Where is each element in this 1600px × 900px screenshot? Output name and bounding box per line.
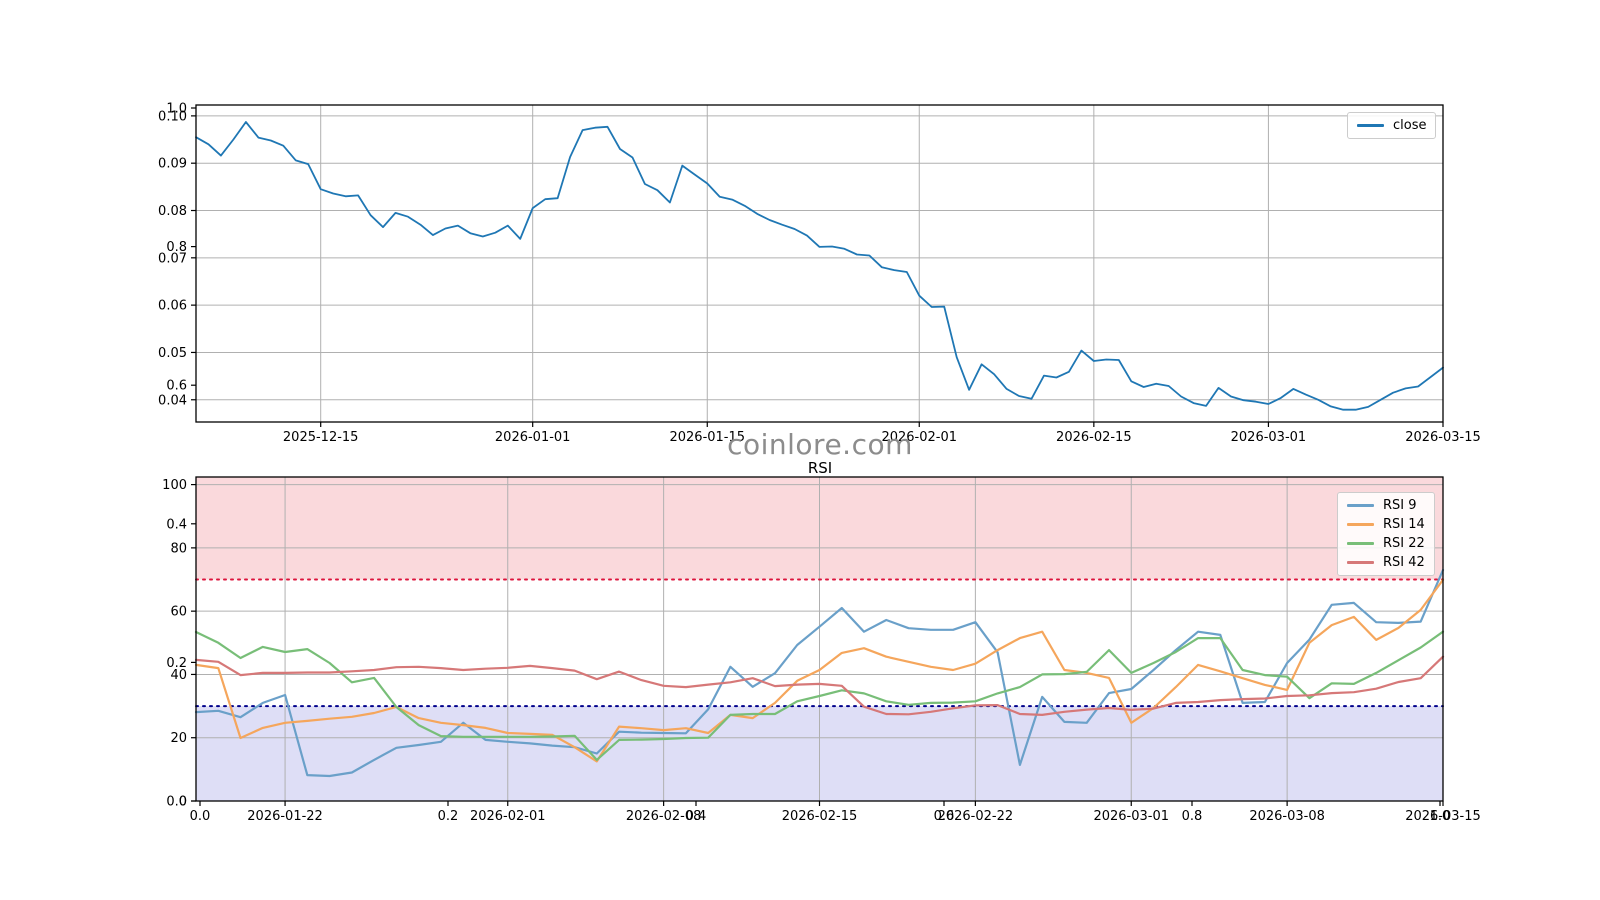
rsi9-line-swatch-icon [1347,504,1374,507]
legend-label: RSI 14 [1383,517,1425,532]
price-legend: close [1347,112,1437,139]
y-tick-label: 0.09 [158,157,187,172]
legend-label: RSI 9 [1383,498,1417,513]
legend-item-rsi42: RSI 42 [1338,553,1434,572]
rsi22-line-swatch-icon [1347,542,1374,545]
price-grid [196,105,1444,422]
x-tick-label: 2026-02-15 [1056,430,1132,445]
x-tick-label: 2026-03-15 [1405,809,1481,824]
y-tick-label: 0.07 [158,251,187,266]
y-tick-label: 40 [170,668,187,683]
overlay-y-tick-label: 0.2 [166,656,187,671]
overlay-x-tick-label: 0.4 [686,809,707,824]
overlay-x-tick-label: 0.8 [1182,809,1203,824]
price-frame [195,104,1444,423]
overlay-y-tick-label: 1.0 [166,102,187,117]
legend-item-rsi22: RSI 22 [1338,534,1434,553]
y-tick-label: 0.10 [158,109,187,124]
series-line-rsi-14 [194,578,1445,763]
x-tick-label: 2026-01-22 [247,809,323,824]
overlay-y-tick-label: 0.0 [166,795,187,810]
overlay-y-tick-label: 0.4 [166,517,187,532]
x-tick-label: 2026-03-08 [1249,809,1325,824]
legend-label: RSI 42 [1383,555,1425,570]
x-tick-label: 2026-02-22 [938,809,1014,824]
rsi-legend: RSI 9 RSI 14 RSI 22 RSI 42 [1337,492,1435,576]
close-line-swatch-icon [1357,124,1384,127]
overlay-y-tick-label: 0.6 [166,379,187,394]
rsi-chart: 2026-01-22 2026-02-01 2026-02-08 2026-02-15… [162,476,1481,824]
x-tick-label: 2026-01-01 [495,430,571,445]
rsi-ticks: 2026-01-22 2026-02-01 2026-02-08 2026-02-15… [162,478,1481,824]
legend-item-rsi14: RSI 14 [1338,515,1434,534]
x-tick-label: 2026-03-01 [1093,809,1169,824]
rsi-panel-title: RSI [807,459,833,477]
overlay-axis: 0.0 0.2 0.4 0.6 0.8 1.0 0.0 0.2 0.4 0.6 0.8 1.0 [166,102,1450,825]
series-line-close [195,121,1444,411]
x-tick-label: 2026-02-01 [881,430,957,445]
legend-item-close: close [1348,113,1435,138]
overlay-y-tick-label: 0.8 [166,240,187,255]
y-tick-label: 80 [170,541,187,556]
y-tick-label: 100 [162,478,187,493]
y-tick-label: 0.04 [158,393,187,408]
y-tick-label: 0 [179,795,187,810]
x-tick-label: 2026-02-01 [470,809,546,824]
overlay-x-tick-label: 0.2 [438,809,459,824]
legend-item-rsi9: RSI 9 [1338,496,1434,515]
overlay-x-tick-label: 0.6 [934,809,955,824]
legend-label: RSI 22 [1383,536,1425,551]
series-line-rsi-22 [194,630,1445,762]
price-ticks: 2025-12-15 2026-01-01 2026-01-15 2026-02-01… [158,109,1481,445]
series-line-rsi-9 [194,568,1445,778]
x-tick-label: 2026-01-15 [669,430,745,445]
x-tick-label: 2026-03-01 [1231,430,1307,445]
rsi42-line-swatch-icon [1347,561,1374,564]
y-tick-label: 0.05 [158,346,187,361]
price-chart: 2025-12-15 2026-01-01 2026-01-15 2026-02-01… [158,104,1481,445]
y-tick-label: 20 [170,731,187,746]
legend-label: close [1393,118,1427,133]
x-tick-label: 2025-12-15 [283,430,359,445]
rsi14-line-swatch-icon [1347,523,1374,526]
y-tick-label: 0.06 [158,299,187,314]
watermark: coinlore.com [727,428,913,461]
y-tick-label: 0.08 [158,204,187,219]
x-tick-label: 2026-03-15 [1405,430,1481,445]
overlay-x-tick-label: 0.0 [190,809,211,824]
overlay-x-tick-label: 1.0 [1430,809,1451,824]
x-tick-label: 2026-02-15 [782,809,858,824]
y-tick-label: 60 [170,605,187,620]
series-line-rsi-42 [194,655,1445,717]
x-tick-label: 2026-02-08 [626,809,702,824]
